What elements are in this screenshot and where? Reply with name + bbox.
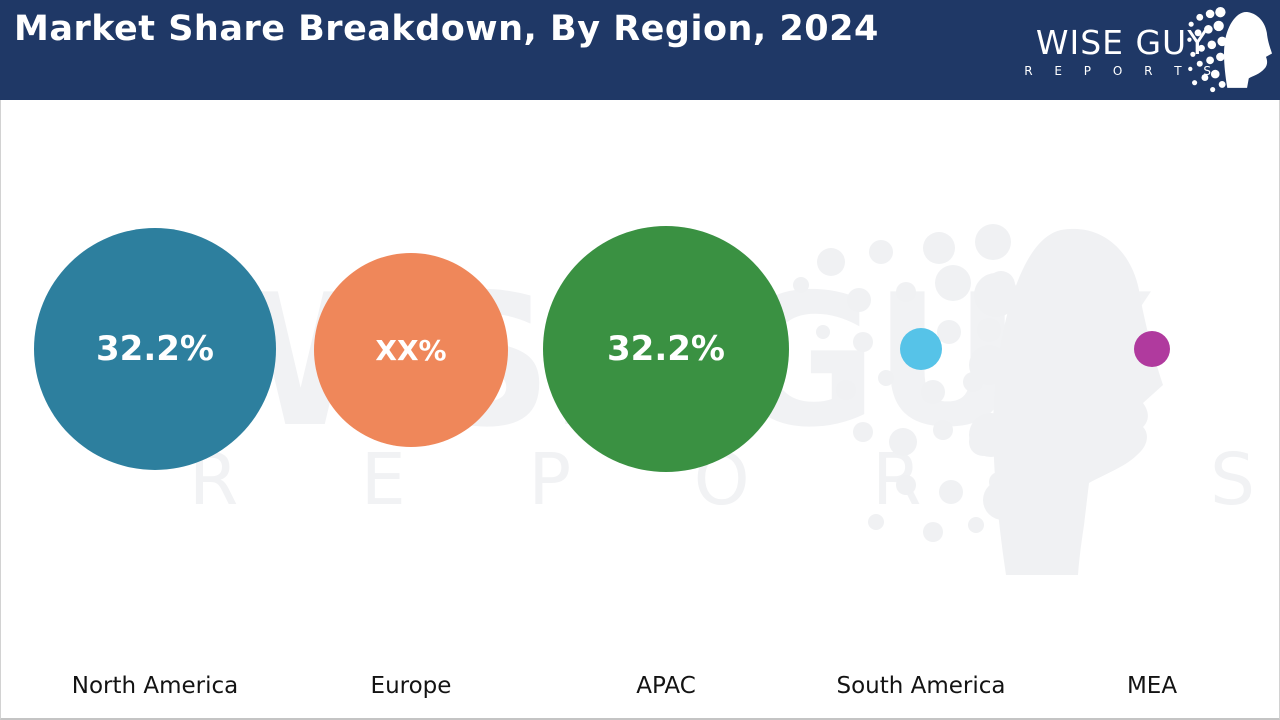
region-label-north-america: North America	[71, 673, 239, 699]
header-bar: Market Share Breakdown, By Region, 2024 …	[0, 0, 1280, 100]
region-label-europe: Europe	[370, 673, 452, 699]
region-label-apac: APAC	[636, 673, 696, 699]
logo-wordmark: WISE GUY	[1035, 22, 1209, 62]
bubble-apac: 32.2%	[543, 226, 789, 472]
region-label-south-america: South America	[836, 673, 1006, 699]
bubble-share-label: 32.2%	[607, 329, 725, 369]
region-label-mea: MEA	[1126, 673, 1178, 699]
chart-area: WISE GUY R E P O R T S 32.2%XX%32.2% Nor…	[0, 100, 1280, 720]
page-title: Market Share Breakdown, By Region, 2024	[14, 9, 879, 49]
brand-logo: WISE GUY R E P O R T S	[1024, 4, 1272, 96]
logo-head-icon	[1187, 7, 1272, 93]
bubble-share-label: XX%	[375, 333, 447, 367]
bubble-north-america: 32.2%	[34, 228, 276, 470]
region-label-row: North America Europe APAC South America MEA	[1, 100, 1279, 718]
bubble-europe: XX%	[314, 253, 508, 447]
bubble-layer: 32.2% XX% 32.2%	[1, 100, 1279, 718]
bubble-south-america	[900, 328, 942, 370]
bubble-share-label: 32.2%	[96, 329, 214, 369]
logo-subtext: R E P O R T S	[1024, 63, 1220, 78]
logo-wordmark-block: WISE GUY R E P O R T S	[1024, 23, 1220, 78]
